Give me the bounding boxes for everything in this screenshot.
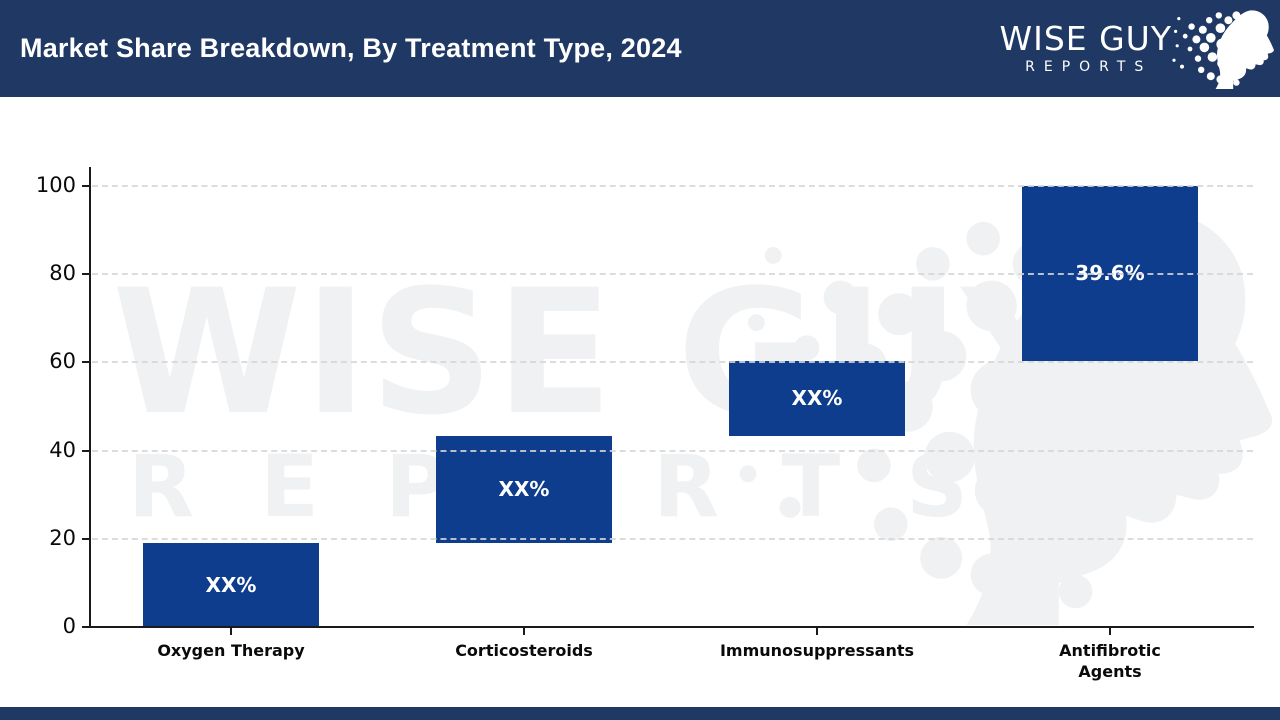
x-axis-line [89,626,1254,628]
gridline-20 [92,537,1253,540]
footer-band [0,707,1280,720]
y-tick-label-80: 80 [49,261,76,286]
x-tick-mark-antifibrotic-agents [1109,628,1111,635]
x-tick-mark-corticosteroids [523,628,525,635]
x-tick-label-immunosuppressants: Immunosuppressants [719,641,915,660]
bar-oxygen-therapy: XX% [143,542,319,627]
bar-value-label: XX% [791,386,843,411]
page-title: Market Share Breakdown, By Treatment Typ… [20,33,682,63]
x-tick-label-corticosteroids: Corticosteroids [455,641,593,660]
y-tick-mark-40 [82,449,90,452]
y-tick-mark-0 [82,626,90,628]
y-axis-line [89,167,91,628]
bar-value-label: XX% [498,477,550,502]
y-tick-mark-100 [82,185,90,187]
y-tick-label-40: 40 [49,437,76,462]
y-tick-label-100: 100 [35,173,76,197]
gridline-60 [92,361,1253,364]
bar-immunosuppressants: XX% [729,360,905,436]
gridline-40 [92,449,1253,452]
x-tick-mark-oxygen-therapy [230,628,232,635]
logo-text: WISE GUY REPORTS [999,19,1172,76]
y-tick-mark-80 [82,273,90,276]
gridline-80 [92,273,1253,276]
y-tick-label-60: 60 [49,349,76,374]
x-tick-label-antifibrotic-agents: Antifibrotic Agents [1059,641,1161,681]
y-tick-label-0: 0 [62,614,76,638]
logo-tagline: REPORTS [1025,59,1153,75]
y-tick-label-20: 20 [49,525,76,550]
bar-value-label: XX% [205,572,257,597]
bar-corticosteroids: XX% [436,435,612,543]
y-tick-mark-60 [82,361,90,364]
y-tick-mark-20 [82,537,90,540]
x-tick-mark-immunosuppressants [816,628,818,635]
gridline-100 [92,185,1253,187]
wise-guy-logo: WISE GUY REPORTS [999,9,1280,89]
logo-name: WISE GUY [999,19,1172,58]
x-tick-label-oxygen-therapy: Oxygen Therapy [157,641,305,660]
dot-face-logo-icon [1166,9,1278,89]
header-band: Market Share Breakdown, By Treatment Typ… [0,0,1280,97]
